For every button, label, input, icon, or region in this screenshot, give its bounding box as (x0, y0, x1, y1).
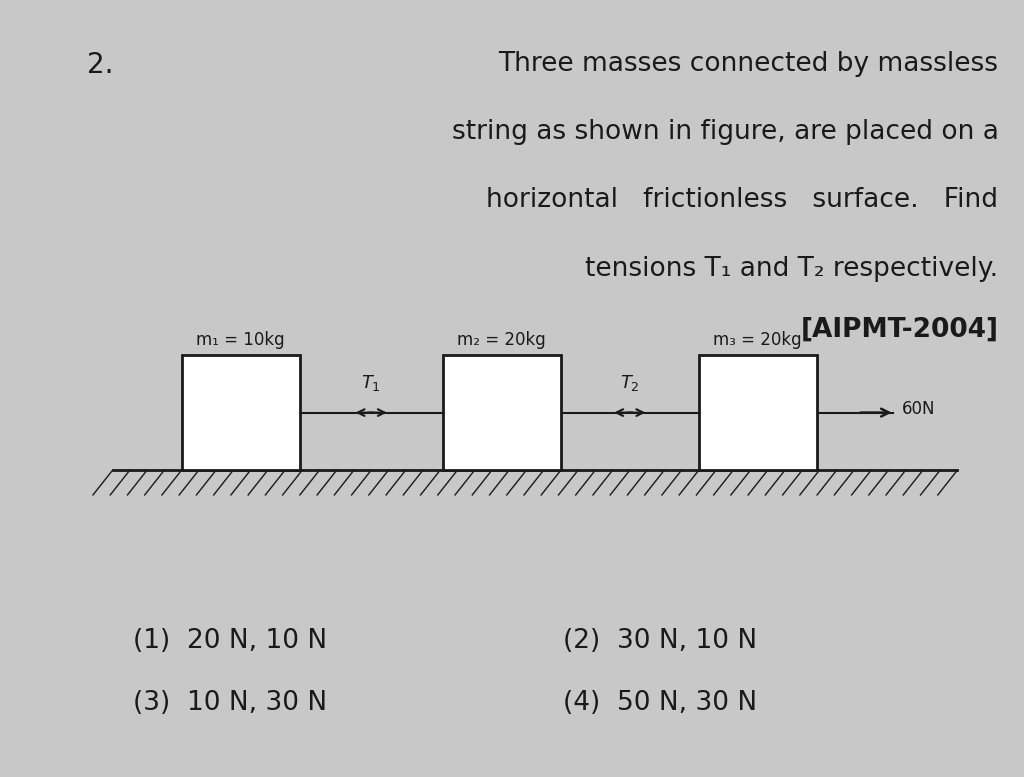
Bar (698, 355, 817, 470)
Text: m₁ = 10kg: m₁ = 10kg (197, 331, 285, 349)
Text: $T_2$: $T_2$ (620, 373, 640, 393)
Text: [AIPMT-2004]: [AIPMT-2004] (801, 316, 998, 342)
Text: (1)  20 N, 10 N: (1) 20 N, 10 N (133, 628, 328, 654)
Bar (442, 355, 561, 470)
Text: Three masses connected by massless: Three masses connected by massless (499, 51, 998, 76)
Text: m₃ = 20kg: m₃ = 20kg (714, 331, 802, 349)
Bar (182, 355, 299, 470)
Text: 60N: 60N (901, 400, 935, 419)
Text: (3)  10 N, 30 N: (3) 10 N, 30 N (133, 690, 328, 716)
Text: horizontal   frictionless   surface.   Find: horizontal frictionless surface. Find (486, 187, 998, 213)
Text: m₂ = 20kg: m₂ = 20kg (458, 331, 546, 349)
Text: $T_1$: $T_1$ (361, 373, 381, 393)
Text: tensions T₁ and T₂ respectively.: tensions T₁ and T₂ respectively. (586, 256, 998, 281)
Text: (2)  30 N, 10 N: (2) 30 N, 10 N (563, 628, 758, 654)
Text: (4)  50 N, 30 N: (4) 50 N, 30 N (563, 690, 758, 716)
Text: 2.: 2. (87, 51, 114, 78)
Text: string as shown in figure, are placed on a: string as shown in figure, are placed on… (452, 119, 998, 145)
